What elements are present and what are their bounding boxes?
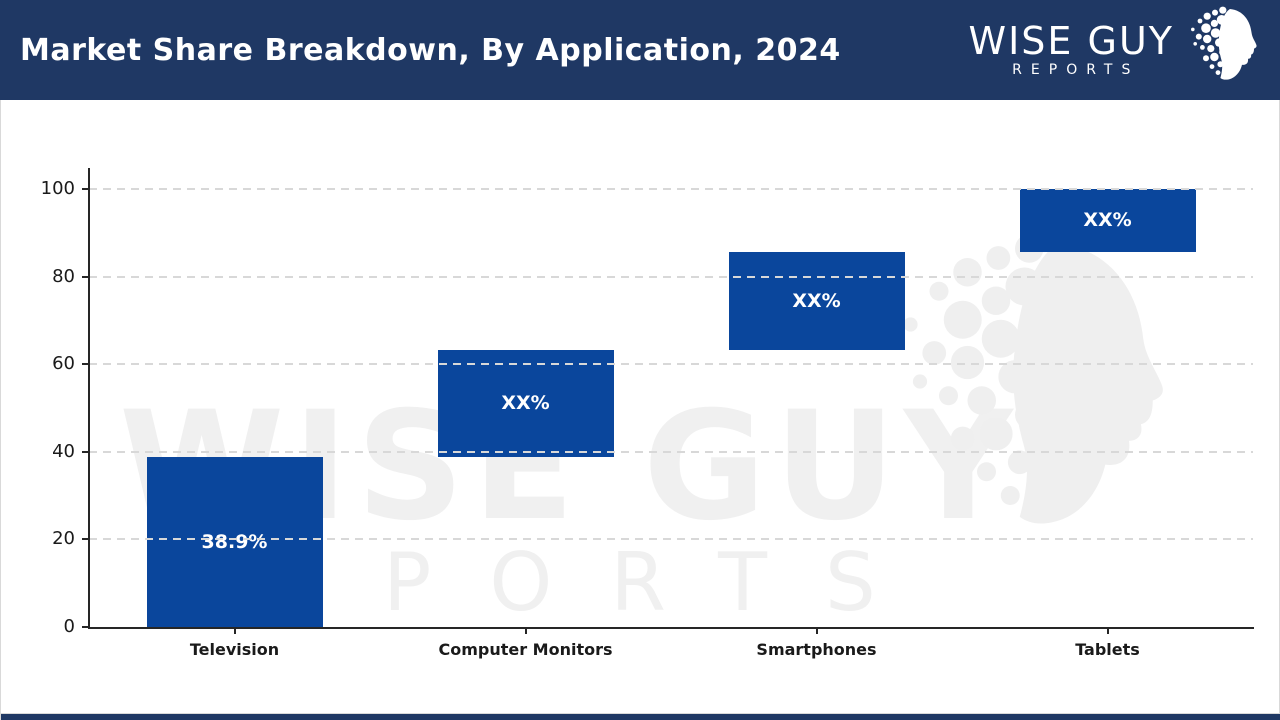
header-bar: Market Share Breakdown, By Application, …	[0, 0, 1280, 100]
bar: XX%	[1019, 189, 1196, 252]
bar: XX%	[437, 349, 614, 457]
wiseguy-head-logo-icon	[1191, 6, 1257, 80]
y-axis-tick	[82, 188, 89, 190]
y-axis-tick	[82, 538, 89, 541]
bar-value-label: XX%	[1083, 209, 1132, 232]
bar-value-label: XX%	[501, 392, 550, 415]
footer-strip	[1, 714, 1280, 720]
bar-value-label: 38.9%	[201, 530, 268, 553]
wiseguy-logo: WISE GUY REPORTS	[969, 0, 1272, 100]
gridline	[89, 538, 1253, 541]
y-axis-tick	[82, 626, 89, 628]
x-axis-tick	[524, 627, 527, 634]
logo-text: WISE GUY REPORTS	[969, 21, 1174, 79]
bar-value-label: XX%	[792, 289, 841, 312]
gridline	[89, 363, 1253, 366]
y-axis-tick	[82, 450, 89, 453]
category-label: Tablets	[1075, 640, 1140, 659]
category-label: Television	[189, 640, 280, 659]
x-axis	[88, 627, 1254, 629]
y-tick-label: 100	[40, 178, 75, 199]
chart-canvas: WISE GUY REPORTS 38.9% Television XX% Compu…	[0, 100, 1280, 720]
y-tick-label: 60	[52, 353, 75, 375]
y-axis-tick	[82, 363, 89, 366]
page-title: Market Share Breakdown, By Application, …	[20, 32, 841, 68]
gridline	[89, 275, 1253, 278]
y-axis	[88, 168, 90, 629]
y-axis-tick	[82, 275, 89, 278]
y-tick-label: 20	[52, 528, 75, 550]
category-label: Computer Monitors	[438, 640, 613, 659]
x-axis-tick	[1106, 627, 1109, 634]
y-tick-label: 40	[52, 440, 75, 462]
logo-subtitle: REPORTS	[1012, 62, 1140, 78]
logo-wordmark: WISE GUY	[968, 19, 1174, 63]
y-tick-label: 0	[63, 616, 75, 637]
y-tick-label: 80	[52, 265, 75, 287]
x-axis-tick	[815, 627, 818, 634]
category-label: Smartphones	[756, 640, 877, 659]
bar: XX%	[728, 251, 905, 350]
bar: 38.9%	[146, 456, 323, 627]
bottom-hairline	[1, 713, 1280, 714]
x-axis-tick	[233, 627, 236, 634]
gridline	[89, 450, 1253, 453]
gridline	[89, 188, 1253, 190]
